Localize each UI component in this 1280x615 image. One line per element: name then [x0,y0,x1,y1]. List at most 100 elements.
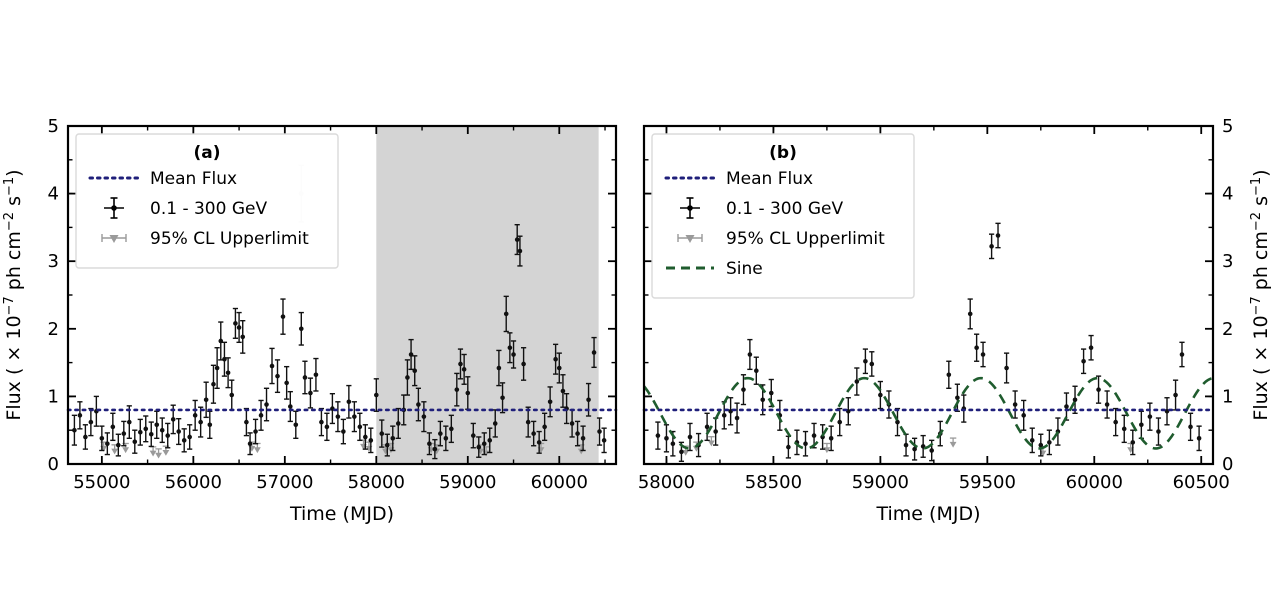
legend-entry[interactable]: 0.1 - 300 GeV [680,197,843,219]
flux-marker [465,390,471,396]
flux-data-point [980,341,986,368]
flux-data-point [596,417,603,446]
flux-data-point [687,422,693,452]
flux-data-point [1003,352,1010,384]
flux-data-point [412,355,418,387]
flux-data-point [989,233,995,260]
flux-data-point [229,379,235,411]
x-tick-label: 58500 [745,472,802,493]
flux-marker [416,402,421,407]
flux-data-point [252,418,259,445]
legend-entry[interactable]: Mean Flux [664,169,813,189]
flux-marker [298,326,304,332]
flux-data-point [877,380,883,410]
legend-b: (b) Mean Flux 0.1 - 300 GeV 95% CL Upperlim… [651,133,915,299]
flux-data-point [335,401,341,433]
flux-marker [837,419,843,425]
flux-marker [72,427,77,433]
flux-data-point [547,386,553,418]
flux-marker [912,446,917,452]
legend-entry[interactable]: Mean Flux [88,169,237,189]
flux-data-point [443,425,449,452]
flux-data-point [351,401,357,433]
flux-data-point [93,395,99,427]
flux-data-point [1104,390,1110,419]
flux-data-point [181,428,187,453]
flux-data-point [187,424,193,450]
flux-data-point [236,311,242,344]
flux-marker [1012,402,1018,407]
upper-limit-arrow-icon [155,452,162,459]
upper-limit-marker [253,442,261,454]
flux-data-point [232,307,239,339]
flux-marker [293,422,299,428]
flux-marker [704,424,710,430]
flux-marker [225,370,231,376]
flux-data-point [704,412,710,442]
legend-entry-label: 95% CL Upperlimit [726,229,885,249]
flux-marker [514,237,520,242]
legend-entry[interactable]: 0.1 - 300 GeV [104,197,267,219]
flux-data-point [110,412,116,442]
y-axis-label-b: Flux ( × 10−7 ph cm−2 s−1) [1249,169,1272,420]
flux-data-point [263,387,270,422]
flux-data-point [514,223,520,256]
flux-data-point [404,359,411,396]
flux-marker [1179,352,1185,357]
flux-data-point [225,357,231,389]
flux-marker [878,392,883,398]
flux-data-point [457,348,464,380]
flux-data-point [454,372,460,407]
flux-data-point [1095,375,1102,404]
flux-data-point [1046,429,1052,456]
flux-data-point [920,434,926,458]
legend-entry[interactable]: Sine [666,259,763,279]
flux-data-point [946,360,952,389]
flux-data-point [287,390,293,423]
flux-data-point [415,387,421,422]
flux-marker [1156,429,1161,434]
flux-data-point [154,410,160,440]
y-tick-label: 2 [48,319,59,340]
flux-marker [1173,392,1178,398]
flux-data-point [198,406,204,438]
flux-marker [247,441,253,447]
legend-downarrow-icon [685,235,695,243]
flux-data-point [432,438,438,460]
flux-marker [553,356,558,362]
flux-marker [302,375,308,380]
y-tick-label: 4 [48,184,59,205]
flux-marker [995,233,1001,238]
legend-entry-label: Mean Flux [726,169,813,189]
flux-data-point [1155,417,1162,446]
flux-marker [655,433,661,438]
x-tick-label: 60000 [1066,472,1123,493]
flux-marker [368,438,374,443]
y-tick-label: 3 [1222,251,1233,272]
flux-marker [253,429,258,434]
flux-data-point [1088,334,1094,361]
flux-data-point [753,356,759,385]
flux-marker [198,419,203,425]
upper-limit-marker [707,436,715,447]
flux-data-point [869,351,875,377]
flux-marker [374,392,379,398]
flux-data-point [121,420,127,447]
y-tick-label: 1 [1222,386,1233,407]
flux-data-point [448,414,454,444]
flux-data-point [346,384,352,419]
flux-marker [264,402,269,407]
legend-entry[interactable]: 95% CL Upperlimit [101,229,309,249]
legend-entry[interactable]: 95% CL Upperlimit [677,229,885,249]
flux-data-point [655,421,661,450]
flux-marker [713,429,718,434]
flux-data-point [88,407,94,437]
flux-data-point [507,332,513,364]
y-axis-label-a: Flux ( × 10−7 ph cm−2 s−1) [2,169,25,420]
flux-data-point [293,410,299,440]
flux-data-point [601,427,607,454]
flux-data-point [734,402,740,434]
flux-marker [390,436,396,441]
flux-marker [148,431,154,437]
